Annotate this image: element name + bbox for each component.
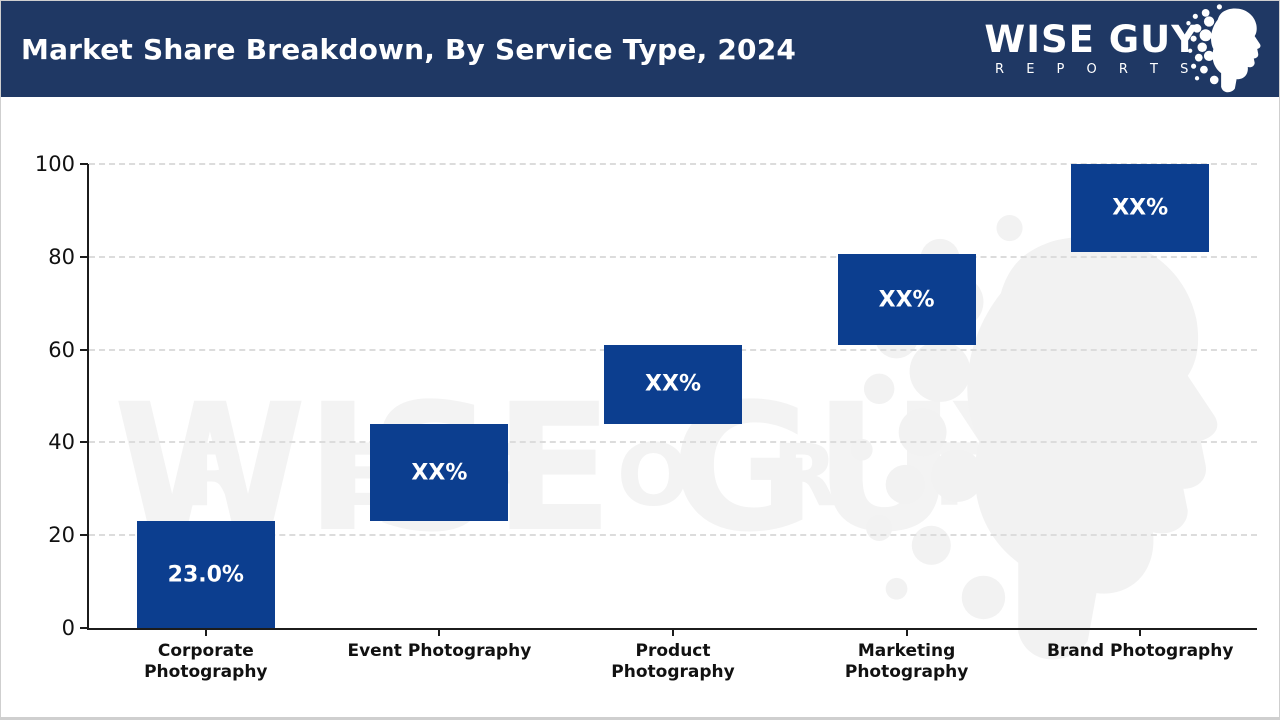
wiseguy-logo: WISE GUY R E P O R T S xyxy=(984,4,1280,94)
bar xyxy=(604,344,742,424)
y-tick-label: 40 xyxy=(48,430,75,455)
bar-value-label: 23.0% xyxy=(167,562,244,588)
x-category-label: Corporate Photography xyxy=(144,641,268,683)
bar xyxy=(1071,164,1210,253)
grid-line xyxy=(89,441,1257,444)
bar xyxy=(837,254,976,345)
bar-value-label: XX% xyxy=(1112,195,1169,221)
bar-value-label: XX% xyxy=(645,371,701,397)
y-tick xyxy=(80,255,88,258)
x-tick xyxy=(204,628,207,636)
x-tick xyxy=(672,628,674,636)
logo-text: WISE GUY R E P O R T S xyxy=(984,21,1199,77)
y-axis-line xyxy=(87,164,89,630)
grid-line xyxy=(89,255,1257,258)
x-category-label: Marketing Photography xyxy=(844,641,969,683)
y-tick-label: 100 xyxy=(34,152,75,176)
x-tick xyxy=(438,628,441,636)
x-category-label: Brand Photography xyxy=(1046,641,1234,661)
grid-line xyxy=(89,163,1257,165)
bar xyxy=(136,521,275,628)
chart-area: WISE GUY R E P O R T S 0 20 40 60 80 100 23.0%… xyxy=(1,97,1279,717)
grid-line xyxy=(89,534,1257,537)
page-title: Market Share Breakdown, By Service Type,… xyxy=(21,32,797,66)
bar xyxy=(370,423,509,522)
x-tick xyxy=(1139,628,1142,636)
logo-wordmark: WISE GUY xyxy=(984,18,1199,61)
y-tick xyxy=(80,348,88,351)
x-category-label: Event Photography xyxy=(347,641,532,661)
y-tick xyxy=(80,441,88,444)
x-axis-line xyxy=(87,628,1257,630)
logo-subtext: R E P O R T S xyxy=(995,62,1198,77)
y-tick-label: 0 xyxy=(61,616,75,640)
header-bar: Market Share Breakdown, By Service Type,… xyxy=(1,1,1280,97)
y-tick xyxy=(80,163,88,165)
x-category-label: Product Photography xyxy=(611,641,735,683)
y-tick xyxy=(80,627,88,629)
bar-value-label: XX% xyxy=(878,287,935,313)
y-tick xyxy=(80,534,88,537)
bar-value-label: XX% xyxy=(411,460,468,486)
x-tick xyxy=(905,628,908,636)
y-tick-label: 60 xyxy=(48,337,75,362)
y-tick-label: 20 xyxy=(48,523,75,548)
y-tick-label: 80 xyxy=(48,244,75,269)
